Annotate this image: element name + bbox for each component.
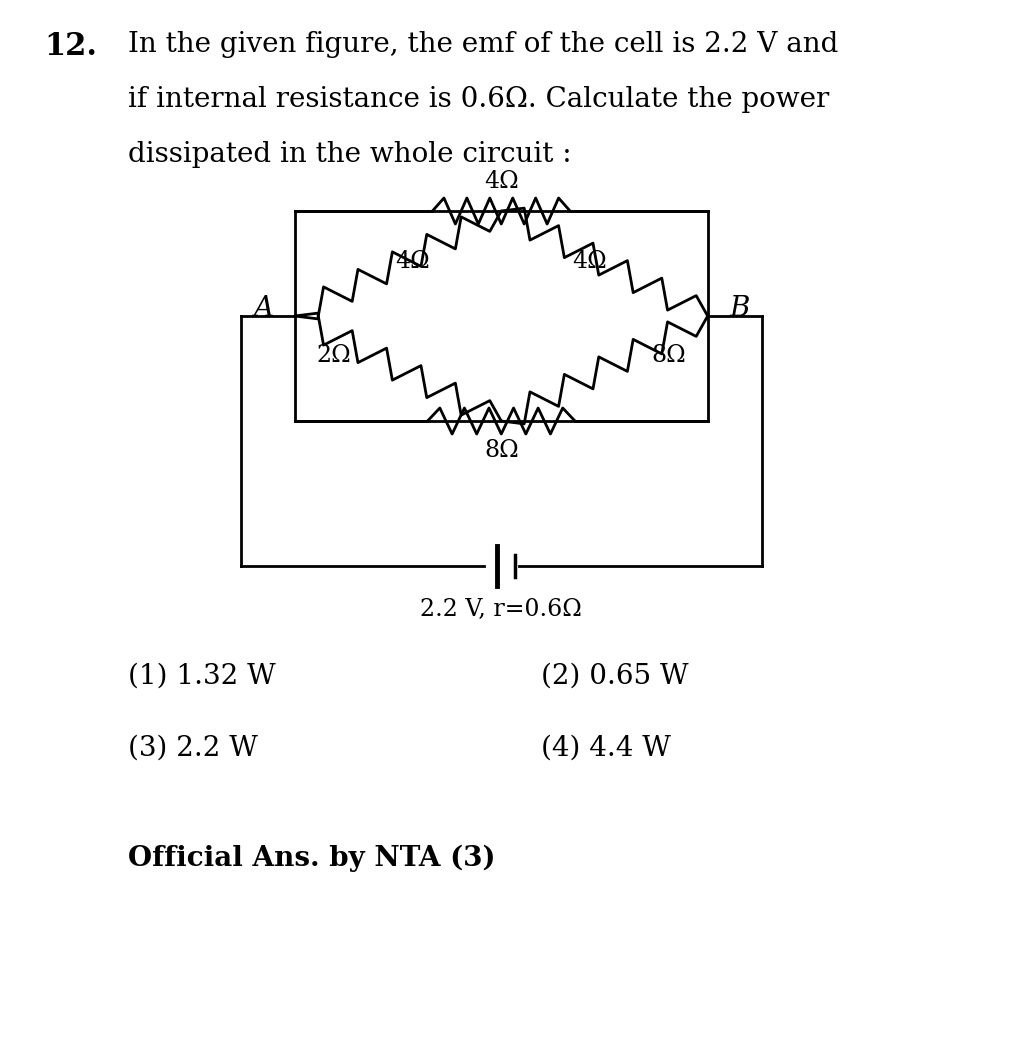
Text: B: B xyxy=(729,295,750,321)
Text: (4) 4.4 W: (4) 4.4 W xyxy=(541,735,671,761)
Text: 8Ω: 8Ω xyxy=(651,344,686,367)
Text: Official Ans. by NTA (3): Official Ans. by NTA (3) xyxy=(128,845,496,872)
Text: In the given figure, the emf of the cell is 2.2 V and: In the given figure, the emf of the cell… xyxy=(128,31,839,58)
Text: 4Ω: 4Ω xyxy=(572,249,607,272)
Text: (3) 2.2 W: (3) 2.2 W xyxy=(128,735,258,761)
Text: 4Ω: 4Ω xyxy=(395,249,430,272)
Text: (2) 0.65 W: (2) 0.65 W xyxy=(541,662,688,690)
Text: if internal resistance is 0.6Ω. Calculate the power: if internal resistance is 0.6Ω. Calculat… xyxy=(128,86,829,113)
Text: dissipated in the whole circuit :: dissipated in the whole circuit : xyxy=(128,142,571,168)
Text: 12.: 12. xyxy=(44,31,97,62)
Text: A: A xyxy=(253,295,273,321)
Text: 2Ω: 2Ω xyxy=(316,344,351,367)
Text: (1) 1.32 W: (1) 1.32 W xyxy=(128,662,275,690)
Text: 4Ω: 4Ω xyxy=(484,170,518,193)
Text: 8Ω: 8Ω xyxy=(484,439,518,463)
Text: 2.2 V, r=0.6Ω: 2.2 V, r=0.6Ω xyxy=(420,598,583,621)
